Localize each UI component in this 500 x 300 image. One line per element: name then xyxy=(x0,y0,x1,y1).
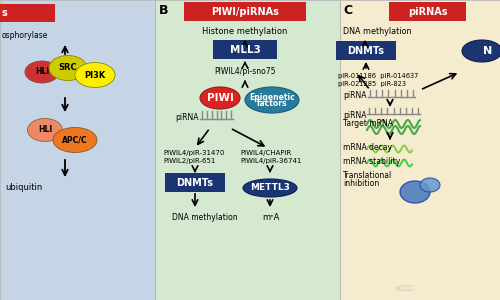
Text: piRNA: piRNA xyxy=(343,91,366,100)
Text: DNMTs: DNMTs xyxy=(348,46,385,56)
FancyBboxPatch shape xyxy=(165,173,225,192)
Text: DNA methylation: DNA methylation xyxy=(172,212,238,221)
Text: ubiquitin: ubiquitin xyxy=(5,184,42,193)
Text: Histone methylation: Histone methylation xyxy=(202,28,288,37)
Text: @易基因科: @易基因科 xyxy=(395,285,413,291)
Text: METTL3: METTL3 xyxy=(250,184,290,193)
Text: PIWIL4/CHAPIR: PIWIL4/CHAPIR xyxy=(240,150,291,156)
Ellipse shape xyxy=(28,118,62,142)
Text: piRNAs: piRNAs xyxy=(408,7,448,17)
Text: SRC: SRC xyxy=(58,64,78,73)
Text: mRNA stability: mRNA stability xyxy=(343,158,400,166)
Text: PIWIL4/piR-36741: PIWIL4/piR-36741 xyxy=(240,158,302,164)
Text: HLI: HLI xyxy=(35,68,49,76)
Text: factors: factors xyxy=(257,100,287,109)
Text: PI3K: PI3K xyxy=(84,70,105,80)
Text: N: N xyxy=(484,46,492,56)
Ellipse shape xyxy=(200,87,240,109)
FancyBboxPatch shape xyxy=(155,0,340,300)
Text: APC/C: APC/C xyxy=(62,136,88,145)
Text: Translational: Translational xyxy=(343,172,392,181)
Text: piR-011186  piR-014637: piR-011186 piR-014637 xyxy=(338,73,418,79)
Text: Epigenetic: Epigenetic xyxy=(249,92,295,101)
Ellipse shape xyxy=(75,62,115,88)
Text: PIWI: PIWI xyxy=(206,93,234,103)
FancyBboxPatch shape xyxy=(0,0,155,300)
FancyBboxPatch shape xyxy=(389,2,466,21)
Text: PIWIL4/piR-31470: PIWIL4/piR-31470 xyxy=(163,150,224,156)
Text: MLL3: MLL3 xyxy=(230,45,260,55)
Text: inhibition: inhibition xyxy=(343,179,380,188)
Text: C: C xyxy=(343,4,352,16)
FancyBboxPatch shape xyxy=(184,2,306,21)
FancyBboxPatch shape xyxy=(213,40,277,59)
Text: mᵉA: mᵉA xyxy=(262,212,280,221)
Ellipse shape xyxy=(420,178,440,192)
Text: s: s xyxy=(2,8,8,18)
Ellipse shape xyxy=(53,128,97,152)
Text: Target mRNA: Target mRNA xyxy=(343,119,393,128)
Ellipse shape xyxy=(245,87,299,113)
Ellipse shape xyxy=(25,61,59,83)
FancyBboxPatch shape xyxy=(0,4,55,22)
Text: osphorylase: osphorylase xyxy=(2,32,48,40)
Ellipse shape xyxy=(462,40,500,62)
Text: B: B xyxy=(159,4,168,16)
Text: PIWIL2/piR-651: PIWIL2/piR-651 xyxy=(163,158,216,164)
Text: DNMTs: DNMTs xyxy=(176,178,214,188)
Text: DNA methylation: DNA methylation xyxy=(343,28,411,37)
Text: HLI: HLI xyxy=(38,125,52,134)
FancyBboxPatch shape xyxy=(340,0,500,300)
Text: piR-021285  piR-823: piR-021285 piR-823 xyxy=(338,81,406,87)
Ellipse shape xyxy=(49,56,87,80)
Text: PIWIL4/pi-sno75: PIWIL4/pi-sno75 xyxy=(214,68,276,76)
FancyBboxPatch shape xyxy=(336,41,396,60)
Text: piRNA: piRNA xyxy=(175,112,199,122)
Text: piRNA: piRNA xyxy=(343,112,366,121)
Text: PIWI/piRNAs: PIWI/piRNAs xyxy=(211,7,279,17)
Ellipse shape xyxy=(243,179,297,197)
Ellipse shape xyxy=(400,181,430,203)
Text: mRNA decay: mRNA decay xyxy=(343,143,392,152)
